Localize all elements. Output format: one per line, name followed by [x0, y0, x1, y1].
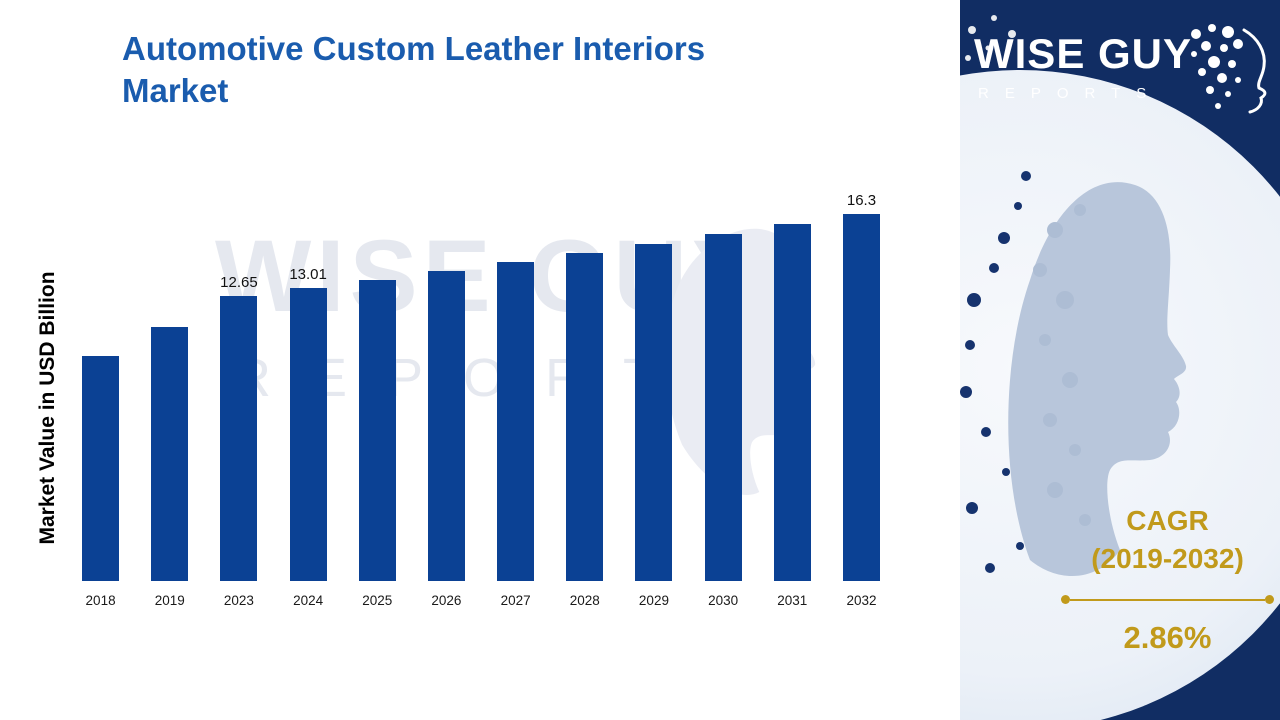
bar-group: 2026 [412, 181, 481, 608]
bar [220, 296, 258, 581]
x-axis-tick-label: 2028 [569, 593, 600, 608]
bar-group: 12.65 2023 [204, 181, 273, 608]
cagr-range: (2019-2032) [1091, 543, 1244, 574]
cagr-divider [1061, 595, 1274, 604]
bar-group: 2029 [619, 181, 688, 608]
bar-group: 2027 [481, 181, 550, 608]
bar [842, 214, 880, 581]
x-axis-tick-label: 2031 [777, 593, 808, 608]
bar-group: 16.3 2032 [827, 181, 896, 608]
y-axis-label: Market Value in USD Billion [36, 271, 59, 545]
divider-dot-right [1265, 595, 1274, 604]
cagr-block: CAGR (2019-2032) 2.86% [1055, 505, 1280, 656]
bar [358, 279, 396, 581]
brand-logo: WISE GUY REPORTS [974, 30, 1192, 102]
bar-group: 2031 [758, 181, 827, 608]
bar-group: 2030 [689, 181, 758, 608]
bar [82, 356, 120, 581]
bar-value-label: 13.01 [289, 266, 327, 284]
bar [289, 288, 327, 581]
x-axis-tick-label: 2027 [500, 593, 531, 608]
bar-group: 2025 [343, 181, 412, 608]
bar [497, 262, 535, 581]
logo-subtext: REPORTS [978, 85, 1163, 102]
bar-value-label: 12.65 [220, 274, 258, 292]
cagr-label: CAGR [1126, 505, 1209, 536]
bar-group: 2028 [550, 181, 619, 608]
x-axis-tick-label: 2024 [293, 593, 324, 608]
divider-line [1070, 598, 1265, 601]
x-axis-tick-label: 2032 [846, 593, 877, 608]
x-axis-tick-label: 2019 [154, 593, 185, 608]
x-axis-tick-label: 2023 [223, 593, 254, 608]
bar [635, 243, 673, 581]
bar-value-label: 16.3 [846, 192, 877, 210]
x-axis-tick-label: 2030 [708, 593, 739, 608]
x-axis-tick-label: 2025 [362, 593, 393, 608]
bar [704, 234, 742, 581]
bar-group: 2018 [66, 181, 135, 608]
bar [773, 224, 811, 581]
cagr-value: 2.86% [1123, 620, 1212, 655]
x-axis-tick-label: 2026 [431, 593, 462, 608]
x-axis-tick-label: 2018 [85, 593, 116, 608]
bar-group: 2019 [135, 181, 204, 608]
logo-face-icon [1191, 24, 1267, 114]
bar [151, 326, 189, 581]
bar-chart: 2018 2019 12.65 2023 13.01 2024 2025 2026 2027 20… [66, 181, 896, 608]
divider-dot-left [1061, 595, 1070, 604]
brand-panel [960, 0, 1280, 720]
face-profile-graphic [960, 15, 1280, 720]
bar [427, 271, 465, 581]
logo-wordmark: WISE GUY [974, 30, 1193, 77]
page-title: Automotive Custom Leather Interiors Mark… [122, 30, 706, 110]
bar-group: 13.01 2024 [274, 181, 343, 608]
bar [566, 253, 604, 581]
x-axis-tick-label: 2029 [638, 593, 669, 608]
